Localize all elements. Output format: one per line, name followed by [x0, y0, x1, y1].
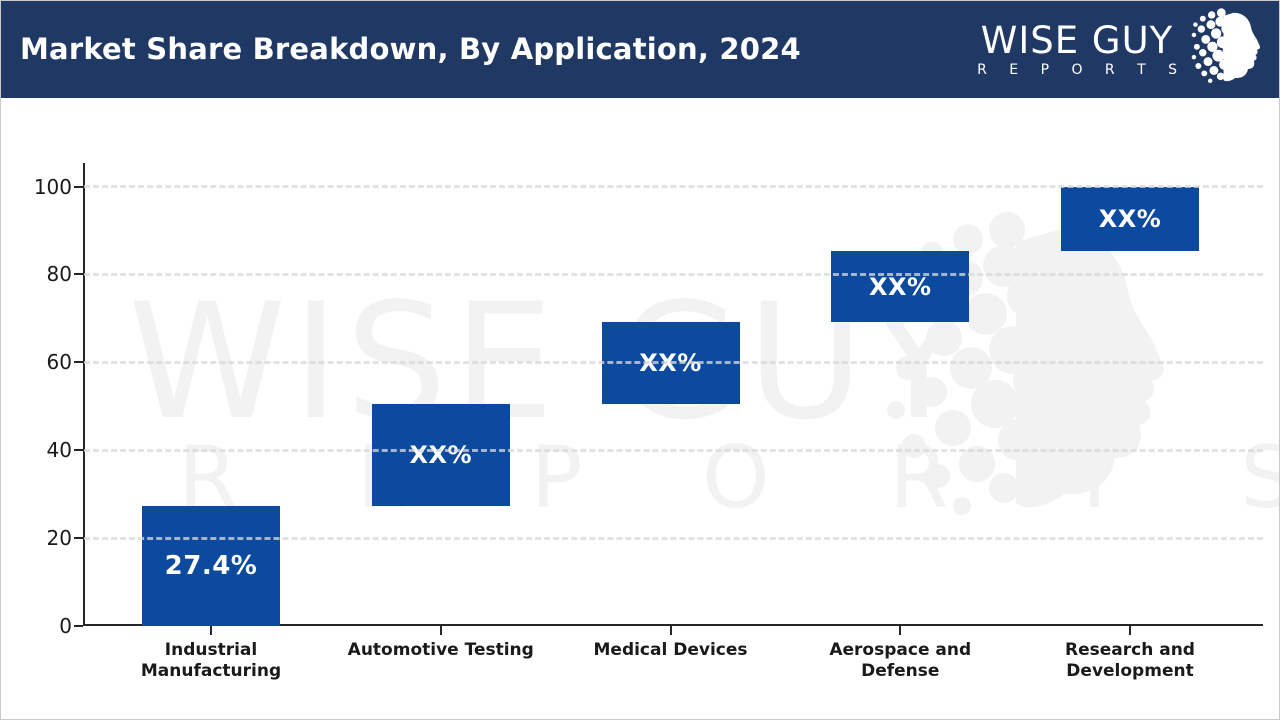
x-axis-line	[83, 624, 1263, 626]
gridline-60	[84, 360, 1263, 364]
bar-value-label-1: 27.4%	[164, 550, 258, 581]
x-category-label-4: Aerospace and Defense	[829, 640, 972, 682]
y-tick-100	[74, 185, 83, 188]
bar-4: XX%	[831, 251, 970, 322]
x-tick-4	[899, 626, 902, 635]
page-title: Market Share Breakdown, By Application, …	[20, 32, 801, 66]
y-tick-20	[74, 537, 83, 540]
gridline-20	[84, 536, 1263, 540]
y-tick-label-80: 80	[46, 262, 72, 287]
x-category-label-3: Medical Devices	[593, 640, 748, 660]
logo-wordmark: WISE GUY	[980, 18, 1174, 62]
y-tick-label-20: 20	[46, 526, 72, 551]
bar-1: 27.4%	[142, 505, 280, 626]
gridline-40	[84, 448, 1263, 452]
bar-2: XX%	[371, 403, 510, 506]
header-band: Market Share Breakdown, By Application, …	[0, 0, 1280, 98]
bar-value-label-4: XX%	[868, 272, 932, 301]
bar-value-label-5: XX%	[1098, 204, 1162, 233]
y-tick-label-100: 100	[33, 174, 72, 199]
bar-5: XX%	[1061, 186, 1199, 252]
x-tick-1	[210, 626, 212, 635]
gridline-80	[84, 272, 1263, 276]
logo-head-icon	[1191, 8, 1260, 84]
y-axis-line	[83, 163, 85, 626]
y-tick-label-0: 0	[59, 614, 72, 638]
x-category-label-2: Automotive Testing	[347, 640, 534, 660]
logo-subtitle: R E P O R T S	[977, 61, 1186, 78]
y-tick-label-40: 40	[46, 438, 72, 463]
wise-guy-logo: WISE GUY R E P O R T S	[968, 8, 1280, 90]
y-tick-label-60: 60	[46, 350, 72, 375]
bar-value-label-2: XX%	[409, 440, 473, 469]
x-tick-2	[439, 626, 442, 635]
x-tick-3	[669, 626, 672, 635]
y-tick-40	[74, 449, 83, 452]
y-tick-60	[74, 361, 83, 364]
y-tick-80	[74, 273, 83, 276]
x-category-label-1: Industrial Manufacturing	[140, 640, 282, 682]
y-tick-0	[74, 625, 83, 627]
logo-text: WISE GUY R E P O R T S	[968, 22, 1186, 77]
x-tick-5	[1129, 626, 1131, 635]
gridline-100	[84, 185, 1263, 189]
x-category-label-5: Research and Development	[1065, 640, 1195, 682]
